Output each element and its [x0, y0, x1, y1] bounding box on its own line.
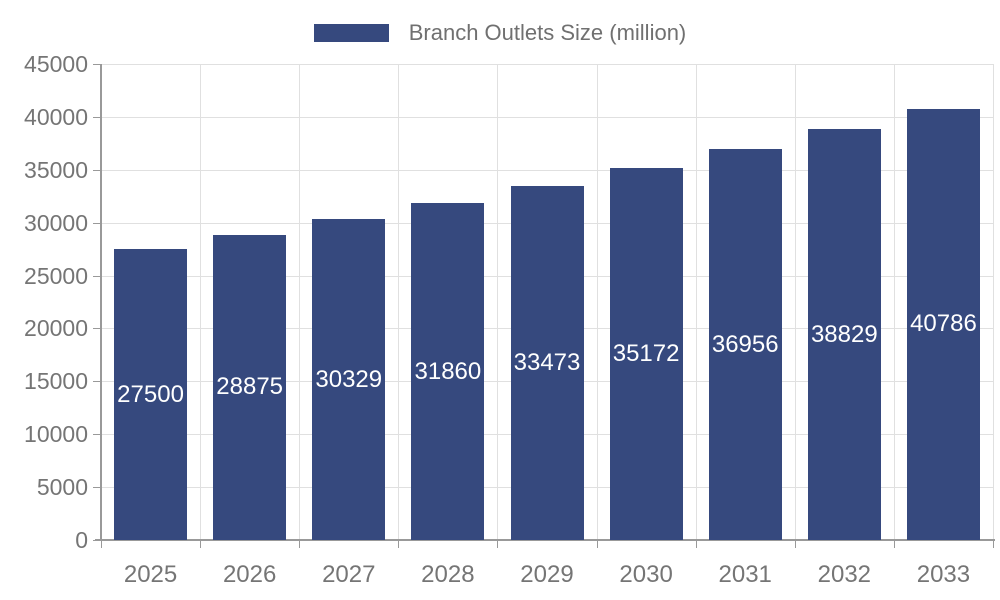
plot-area: 27500 28875 30329 31860 33473 35172 36956 38829… [95, 64, 995, 541]
y-axis-tick-label: 40000 [24, 103, 88, 130]
x-axis-tick-label: 2033 [916, 561, 971, 588]
legend-swatch[interactable] [313, 24, 389, 42]
v-gridline [200, 64, 202, 540]
x-axis-tick-label: 2027 [322, 561, 376, 588]
v-gridline [497, 64, 499, 540]
bar-value-label: 35172 [612, 339, 680, 367]
x-axis-tick-mark [299, 540, 301, 548]
bar: 36956 [708, 149, 782, 540]
x-axis-tick-label: 2030 [619, 561, 673, 588]
h-gridline [101, 116, 993, 118]
bar-value-label: 40786 [910, 310, 977, 338]
y-axis-tick-mark [93, 487, 100, 489]
legend-label[interactable]: Branch Outlets Size (million) [408, 20, 687, 45]
x-axis-tick-label: 2026 [222, 561, 277, 588]
x-axis-tick-label: 2028 [421, 561, 475, 588]
y-axis-tick-label: 5000 [36, 474, 88, 501]
y-axis-tick-mark [93, 434, 100, 436]
bar: 30329 [312, 219, 386, 540]
y-axis-tick-mark [93, 381, 100, 383]
x-axis-tick-label: 2031 [718, 561, 772, 588]
v-gridline [794, 64, 796, 540]
x-axis-line [95, 539, 995, 541]
bar-value-label: 30329 [315, 365, 383, 393]
y-axis-tick-label: 0 [75, 527, 88, 553]
y-axis-tick-label: 30000 [24, 209, 88, 236]
bar: 38829 [807, 129, 881, 540]
bar: 27500 [114, 249, 188, 540]
y-axis-tick-label: 15000 [24, 368, 88, 395]
bar-value-label: 38829 [810, 320, 878, 348]
v-gridline [993, 64, 994, 540]
y-axis-tick-mark [93, 275, 100, 277]
y-axis-tick-label: 25000 [24, 262, 88, 289]
legend: Branch Outlets Size (million) [0, 20, 1000, 46]
v-gridline [299, 64, 301, 540]
y-axis-tick-mark [93, 64, 100, 65]
y-axis-tick-mark [93, 540, 100, 541]
y-axis-tick-mark [93, 116, 100, 118]
bar-value-label: 27500 [117, 380, 184, 408]
y-axis-tick-mark [93, 222, 100, 224]
x-axis-tick-mark [200, 540, 202, 548]
bar-value-label: 36956 [711, 330, 779, 358]
bar: 28875 [213, 234, 287, 540]
y-axis-line [100, 64, 102, 540]
x-axis-tick-mark [101, 540, 102, 548]
x-axis-tick-mark [497, 540, 499, 548]
x-axis-tick-mark [596, 540, 598, 548]
x-axis-tick-label: 2032 [817, 561, 872, 588]
bar: 35172 [609, 167, 683, 540]
x-axis-tick-mark [398, 540, 400, 548]
bar: 40786 [906, 108, 980, 540]
bar-value-label: 31860 [414, 357, 482, 385]
bar-value-label: 33473 [513, 348, 581, 376]
y-axis-tick-mark [93, 328, 100, 330]
y-axis-tick-label: 45000 [24, 51, 88, 77]
x-axis-tick-mark [893, 540, 895, 548]
y-axis-tick-label: 35000 [24, 156, 88, 183]
x-axis-tick-label: 2029 [520, 561, 574, 588]
bar: 33473 [510, 185, 584, 540]
x-axis-tick-label: 2025 [123, 561, 178, 588]
h-gridline [101, 169, 993, 171]
v-gridline [596, 64, 598, 540]
x-axis-tick-mark [993, 540, 994, 548]
y-axis-tick-label: 20000 [24, 315, 88, 342]
x-axis-tick-mark [794, 540, 796, 548]
v-gridline [893, 64, 895, 540]
bar: 31860 [411, 203, 485, 540]
h-gridline [101, 64, 993, 65]
v-gridline [398, 64, 400, 540]
bar-value-label: 28875 [216, 373, 284, 401]
y-axis-tick-mark [93, 169, 100, 171]
v-gridline [695, 64, 697, 540]
y-axis-tick-label: 10000 [24, 421, 88, 448]
x-axis-tick-mark [695, 540, 697, 548]
